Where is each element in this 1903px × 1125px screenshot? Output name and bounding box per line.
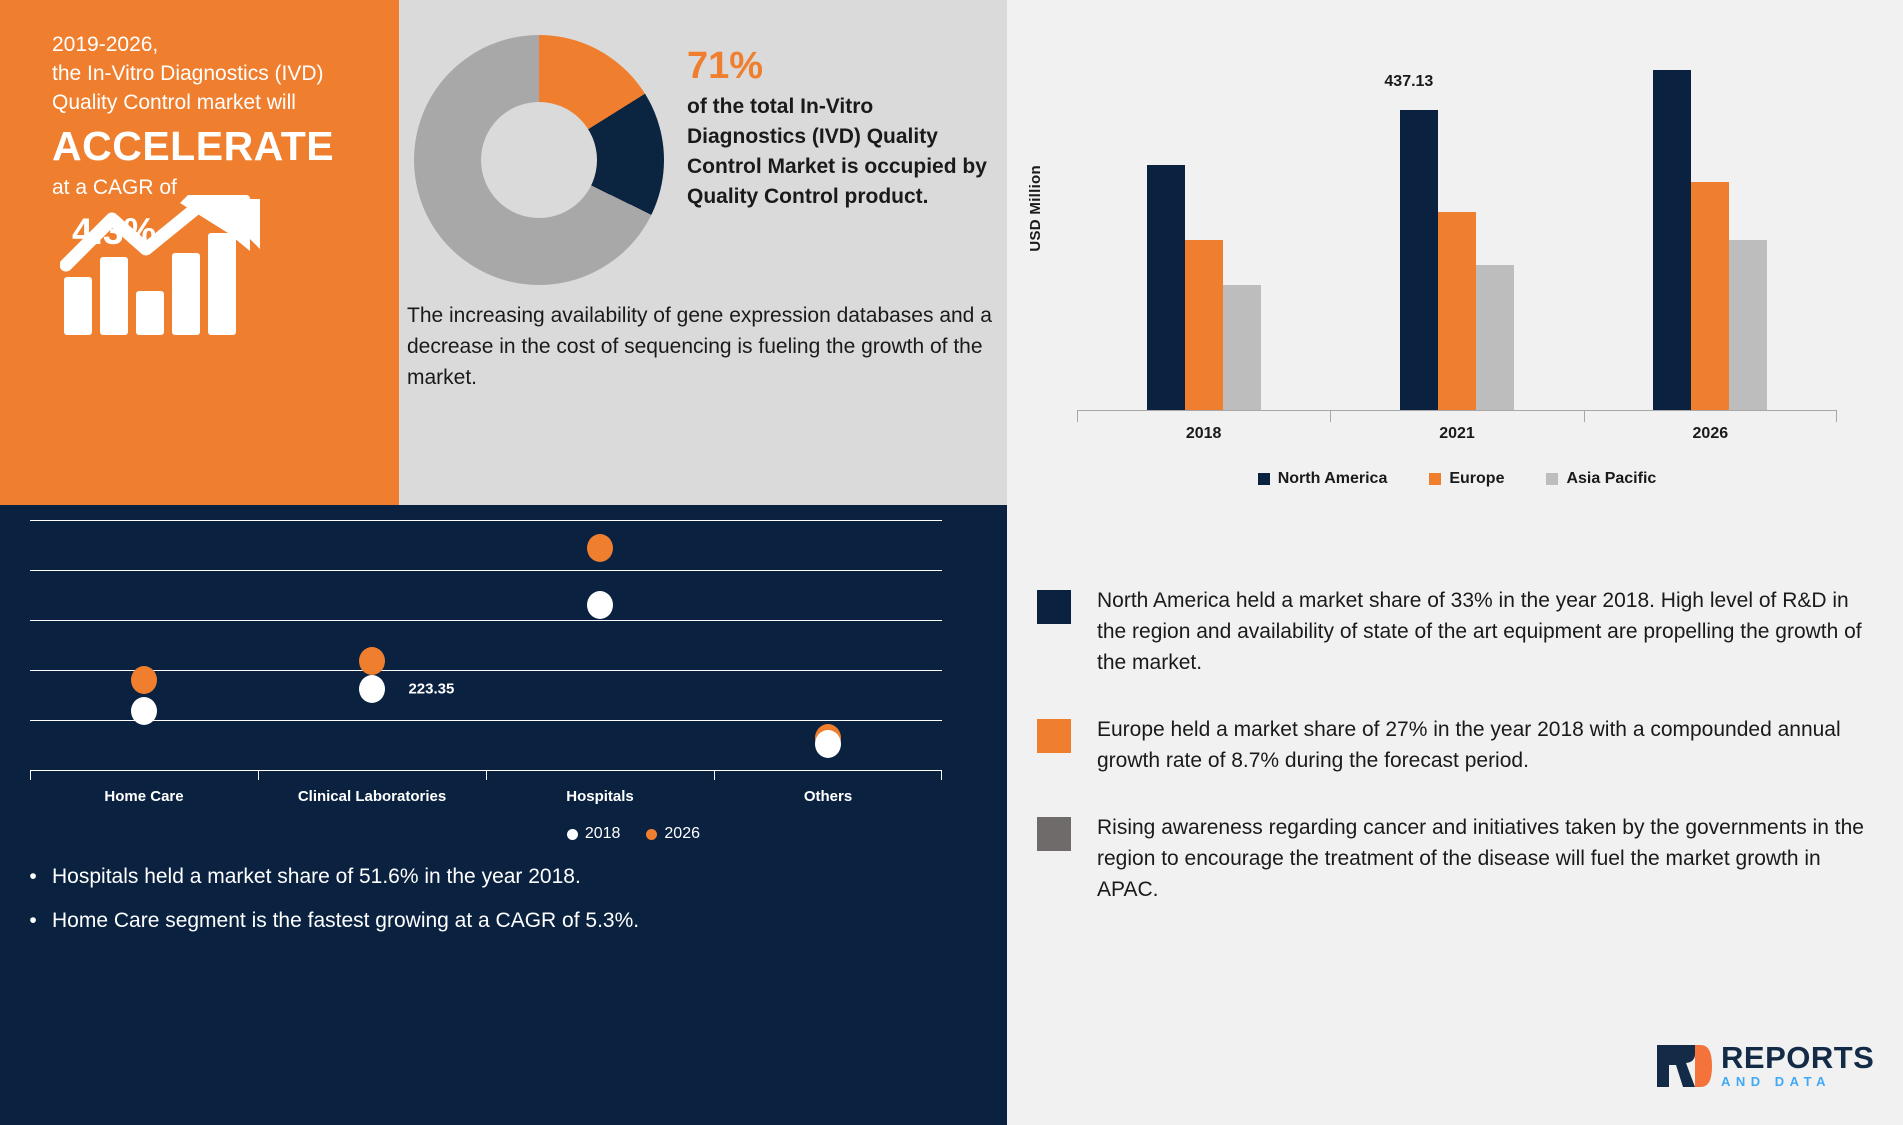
end-user-bullet-list: • Hospitals held a market share of 51.6%…: [28, 860, 748, 948]
note-text-north-america: North America held a market share of 33%…: [1097, 589, 1862, 674]
dotplot-cat-clinical-laboratories: Clinical Laboratories: [297, 788, 447, 805]
dotplot-point-clinicallabs-2018: [359, 675, 385, 703]
dotplot-legend-label-2026: 2026: [664, 825, 700, 842]
bar-legend-item-europe: Europe: [1429, 470, 1504, 488]
bar-group-2026: [1584, 55, 1837, 410]
end-user-panel: 223.35 Home Care Clinical Laboratories: [0, 505, 1007, 1125]
donut-ring: [414, 35, 664, 285]
bullet-dot-icon: •: [29, 865, 37, 888]
dotplot-x-axis: [30, 770, 942, 796]
regional-panel: USD Million 437.13: [1007, 0, 1903, 1125]
dotplot-legend-item-2018: 2018: [566, 825, 621, 843]
share-stat-percent: 71%: [687, 45, 764, 87]
list-item: North America held a market share of 33%…: [1037, 585, 1877, 678]
hero-line-2: the In-Vitro Diagnostics (IVD): [52, 62, 324, 85]
bar-legend-item-asia-pacific: Asia Pacific: [1546, 470, 1656, 488]
bar-group-2021: 437.13: [1330, 55, 1583, 410]
dotplot-point-hospitals-2026: [587, 534, 613, 562]
note-color-swatch-asia-pacific: [1037, 817, 1071, 851]
dotplot-legend-label-2018: 2018: [584, 825, 621, 842]
bar-2018-europe: [1184, 240, 1223, 410]
bar-2021-europe: [1437, 212, 1476, 410]
bar-value-label-2021-north-america: 437.13: [1384, 73, 1434, 90]
share-panel-note: The increasing availability of gene expr…: [407, 304, 992, 389]
hero-accelerate-word: ACCELERATE: [52, 123, 335, 169]
product-share-donut-chart: [414, 35, 664, 285]
logo-wordmark: REPORTS AND DATA: [1721, 1042, 1874, 1090]
dotplot-legend: 2018 2026: [566, 825, 700, 843]
dotplot-cat-others: Others: [803, 788, 853, 805]
dotplot-cat-home-care: Home Care: [104, 788, 184, 805]
dotplot-legend-item-2026: 2026: [646, 825, 700, 843]
end-user-dotplot-chart: 223.35 Home Care Clinical Laboratories: [22, 520, 972, 842]
bar-legend-item-north-america: North America: [1257, 470, 1388, 488]
legend-dot-icon-2026: [646, 828, 658, 840]
bar-group-2018: [1077, 55, 1330, 410]
bar-2026-north-america: [1653, 70, 1692, 410]
bar-cat-2021: 2021: [1439, 425, 1475, 442]
rd-monogram-icon: [1655, 1043, 1713, 1089]
bullet-text: Hospitals held a market share of 51.6% i…: [52, 865, 581, 888]
dotplot-point-others-2018: [815, 730, 841, 758]
reports-and-data-logo: REPORTS AND DATA: [1655, 1042, 1874, 1090]
regional-market-bar-chart: USD Million 437.13: [1027, 55, 1857, 525]
dotplot-point-hospitals-2018: [587, 591, 613, 619]
list-item: Europe held a market share of 27% in the…: [1037, 714, 1877, 776]
bar-chart-x-ticks: [1077, 410, 1837, 422]
bullet-dot-icon: •: [29, 909, 37, 932]
dotplot-value-label-clinicallabs: 223.35: [408, 680, 455, 698]
bar-2026-europe: [1691, 182, 1730, 410]
dotplot-cat-hospitals: Hospitals: [566, 788, 634, 805]
legend-square-icon-asia-pacific: [1546, 473, 1559, 485]
bar-2021-north-america: [1399, 110, 1438, 410]
share-stat-block: 71% of the total In-Vitro Diagnostics (I…: [687, 42, 987, 212]
dotplot-point-homecare-2018: [131, 697, 157, 725]
note-color-swatch-north-america: [1037, 590, 1071, 624]
list-item: Rising awareness regarding cancer and in…: [1037, 812, 1877, 905]
bar-cat-2018: 2018: [1185, 425, 1222, 442]
dotplot-category-labels: Home Care Clinical Laboratories Hospital…: [30, 788, 942, 805]
bar-chart-category-labels: 2018 2021 2026: [1077, 425, 1837, 443]
bar-chart-groups: 437.13: [1077, 55, 1837, 410]
note-text-europe: Europe held a market share of 27% in the…: [1097, 718, 1841, 772]
logo-name-top: REPORTS: [1721, 1040, 1875, 1075]
list-item: • Hospitals held a market share of 51.6%…: [28, 860, 748, 894]
note-text-asia-pacific: Rising awareness regarding cancer and in…: [1097, 816, 1864, 901]
bar-chart-y-axis-label: USD Million: [1027, 165, 1044, 252]
share-panel: 71% of the total In-Vitro Diagnostics (I…: [399, 0, 1007, 505]
bar-chart-legend: North America Europe Asia Pacific: [1077, 470, 1837, 488]
bar-2018-asia-pacific: [1222, 285, 1261, 410]
legend-square-icon-europe: [1429, 473, 1442, 485]
bullet-text: Home Care segment is the fastest growing…: [52, 909, 640, 932]
legend-square-icon-north-america: [1257, 473, 1270, 485]
dotplot-point-clinicallabs-2026: [359, 647, 385, 675]
hero-cagr-label: at a CAGR of: [52, 176, 177, 199]
hero-line-3: Quality Control market will: [52, 91, 296, 114]
bar-legend-label-europe: Europe: [1449, 470, 1505, 487]
note-color-swatch-europe: [1037, 719, 1071, 753]
bar-legend-label-north-america: North America: [1277, 470, 1388, 487]
bar-chart-x-axis: [1077, 410, 1837, 411]
growth-arrow-bar-chart-icon: [59, 190, 285, 335]
share-stat-description: of the total In-Vitro Diagnostics (IVD) …: [687, 95, 987, 208]
bar-2018-north-america: [1146, 165, 1185, 410]
bar-2021-asia-pacific: [1475, 265, 1514, 410]
dotplot-points: 223.35: [30, 520, 942, 770]
bar-cat-2026: 2026: [1692, 425, 1729, 442]
legend-dot-icon-2018: [566, 828, 578, 840]
dotplot-point-homecare-2026: [131, 666, 157, 694]
bar-legend-label-asia-pacific: Asia Pacific: [1566, 470, 1657, 487]
bar-2026-asia-pacific: [1729, 240, 1768, 410]
list-item: • Home Care segment is the fastest growi…: [28, 904, 748, 938]
logo-name-bottom: AND DATA: [1721, 1074, 1831, 1089]
hero-panel: 2019-2026, the In-Vitro Diagnostics (IVD…: [0, 0, 399, 505]
hero-line-1: 2019-2026,: [52, 33, 159, 56]
regional-notes-list: North America held a market share of 33%…: [1037, 585, 1877, 941]
